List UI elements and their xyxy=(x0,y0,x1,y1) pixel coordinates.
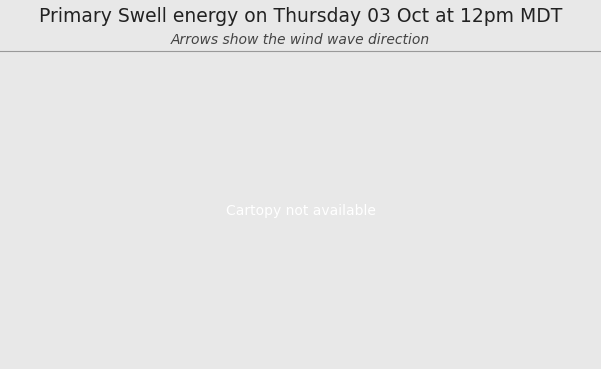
Text: Cartopy not available: Cartopy not available xyxy=(225,204,376,218)
Text: Primary Swell energy on Thursday 03 Oct at 12pm MDT: Primary Swell energy on Thursday 03 Oct … xyxy=(39,7,562,25)
Text: Arrows show the wind wave direction: Arrows show the wind wave direction xyxy=(171,32,430,46)
